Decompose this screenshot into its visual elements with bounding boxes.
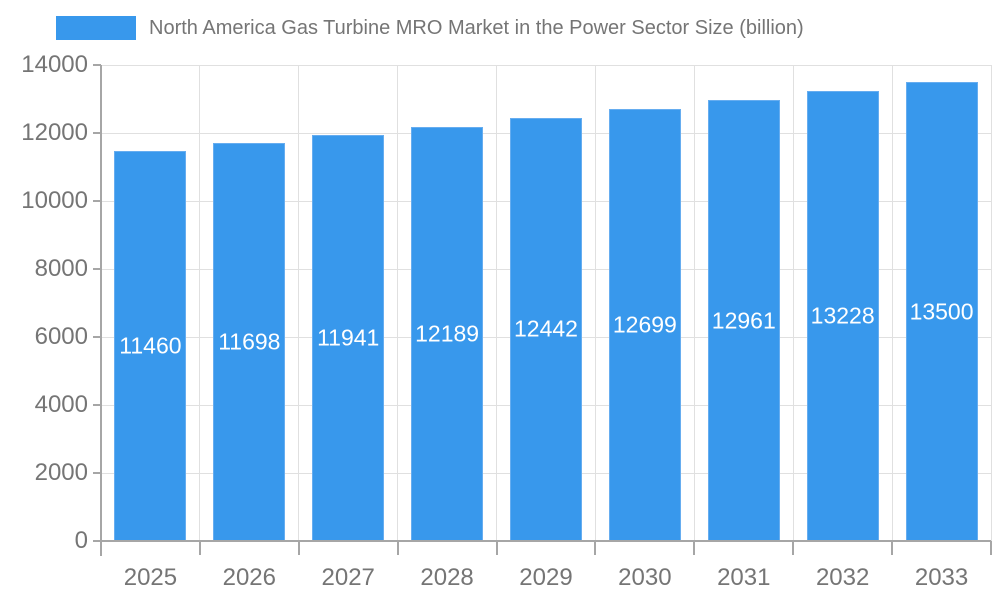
x-axis-label: 2028	[420, 564, 474, 591]
y-axis-label: 6000	[34, 323, 88, 350]
x-axis-tick	[396, 541, 399, 555]
bar: 13500	[905, 82, 978, 541]
x-axis-tick	[693, 541, 696, 555]
bar-value-label: 11460	[119, 332, 182, 359]
x-axis-label: 2033	[914, 564, 969, 591]
bar: 12189	[411, 126, 484, 541]
gridline-vertical	[199, 65, 201, 541]
x-axis-tick	[792, 541, 795, 555]
gridline-vertical	[693, 65, 695, 541]
x-axis-label: 2030	[618, 564, 672, 591]
y-axis-tick	[93, 336, 101, 338]
bar-value-label: 13500	[909, 298, 974, 324]
gridline-vertical	[891, 65, 893, 541]
y-axis-label: 2000	[34, 459, 88, 486]
bar: 12699	[608, 109, 681, 541]
y-axis-label: 0	[74, 527, 88, 554]
x-axis-tick	[297, 541, 300, 555]
x-axis-tick	[891, 541, 894, 555]
bar-value-label: 11698	[218, 328, 281, 355]
y-axis-label: 8000	[34, 255, 88, 282]
legend-label: North America Gas Turbine MRO Market in …	[149, 16, 804, 39]
bar-value-label: 12699	[612, 311, 677, 338]
bar-value-label: 12189	[415, 320, 480, 347]
bar: 13228	[806, 91, 879, 541]
y-axis-label: 10000	[21, 187, 88, 214]
bar-value-label: 11941	[317, 324, 380, 351]
gridline-horizontal	[101, 64, 991, 66]
x-axis-label: 2027	[321, 564, 375, 591]
gridline-vertical	[298, 65, 300, 541]
x-axis-tick	[198, 541, 201, 555]
bar-value-label: 12961	[711, 307, 776, 334]
x-axis-tick	[990, 541, 992, 555]
y-axis-tick	[93, 404, 101, 406]
y-axis-tick	[93, 64, 101, 66]
bar-value-label: 12442	[514, 315, 578, 342]
bar: 11941	[312, 135, 385, 541]
gridline-vertical	[792, 65, 794, 541]
y-axis-tick	[93, 200, 101, 202]
gridline-vertical	[990, 65, 992, 541]
x-axis-label: 2025	[123, 564, 178, 591]
x-axis-tick	[594, 541, 597, 555]
legend: North America Gas Turbine MRO Market in …	[56, 16, 804, 40]
y-axis-label: 4000	[34, 391, 88, 418]
gridline-vertical	[397, 65, 399, 541]
x-axis-label: 2031	[717, 564, 771, 591]
x-axis-label: 2029	[519, 564, 573, 591]
x-axis-label: 2026	[222, 564, 276, 591]
y-axis-label: 14000	[21, 51, 88, 78]
x-axis-line	[93, 540, 991, 542]
plot-area: 0 2000 4000 6000 8000 10000 12000 14000 11460 202…	[21, 51, 992, 591]
legend-swatch	[56, 16, 136, 40]
y-axis-tick	[93, 472, 101, 474]
x-axis-label: 2032	[815, 564, 870, 591]
gridline-vertical	[594, 65, 596, 541]
bar: 11698	[213, 143, 286, 541]
x-axis-tick	[100, 541, 102, 555]
x-axis-tick	[495, 541, 498, 555]
y-axis-tick	[93, 268, 101, 270]
y-axis-tick	[93, 540, 101, 542]
bar: 12961	[707, 100, 780, 541]
y-axis-line	[100, 65, 102, 556]
gridline-vertical	[496, 65, 498, 541]
bar-value-label: 13228	[810, 302, 875, 329]
y-axis-tick	[93, 132, 101, 134]
bar: 11460	[114, 151, 187, 541]
bar: 12442	[510, 117, 582, 541]
y-axis-label: 12000	[21, 119, 88, 146]
